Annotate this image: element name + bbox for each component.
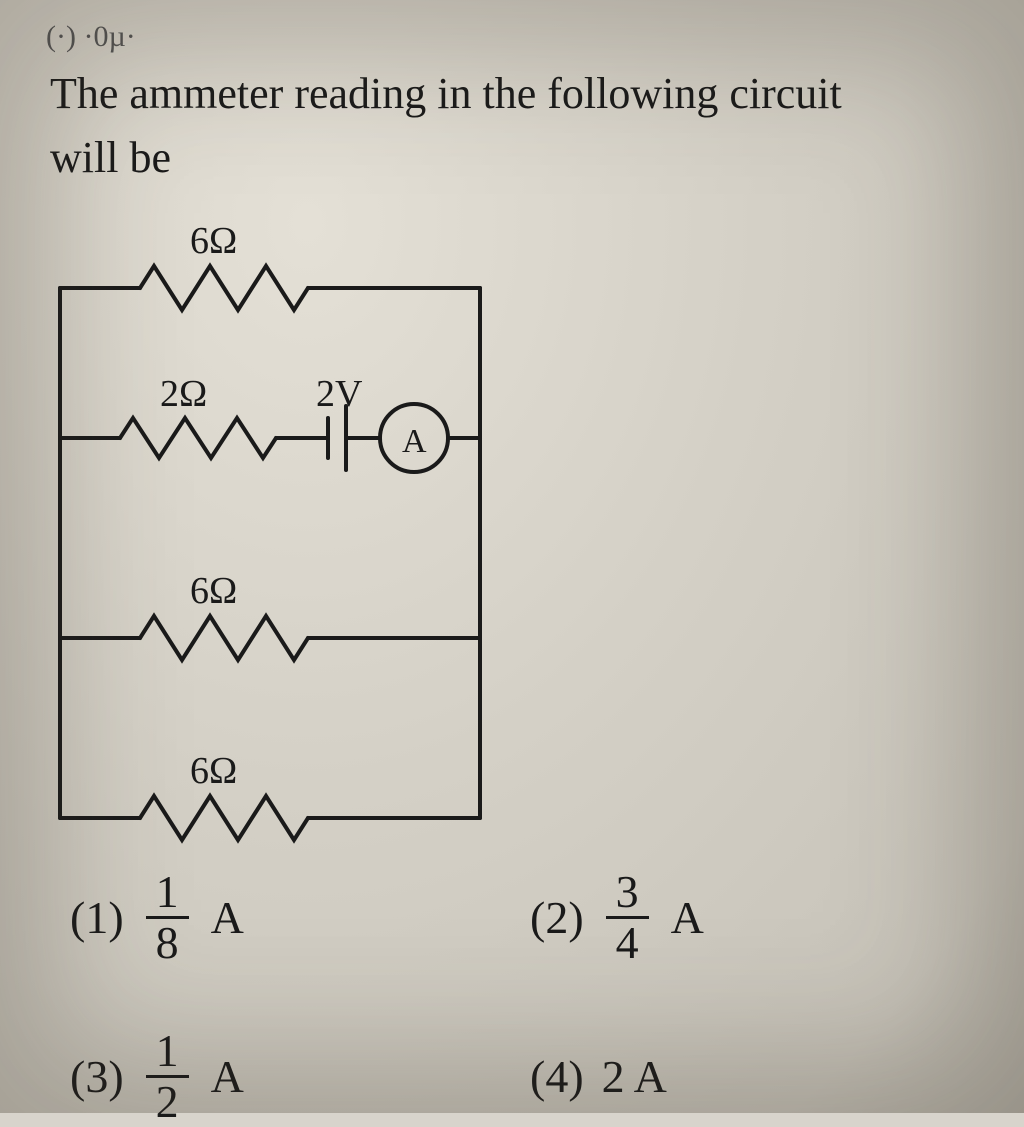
option-4-value: 2 A bbox=[602, 1050, 667, 1103]
option-3-number: (3) bbox=[70, 1050, 124, 1103]
resistor-label-mid6: 6Ω bbox=[190, 570, 237, 612]
battery-label: 2V bbox=[316, 373, 363, 415]
prev-question-fragment: (·) ·0µ· bbox=[46, 20, 984, 54]
option-2-number: (2) bbox=[530, 891, 584, 944]
resistor-label-2ohm: 2Ω bbox=[160, 373, 207, 415]
option-1-number: (1) bbox=[70, 891, 124, 944]
option-3-unit: A bbox=[211, 1050, 244, 1103]
question-line-1: The ammeter reading in the following cir… bbox=[50, 69, 842, 118]
question-text: The ammeter reading in the following cir… bbox=[50, 62, 974, 190]
resistor-label-bottom: 6Ω bbox=[190, 750, 237, 792]
resistor-label-top: 6Ω bbox=[190, 220, 237, 262]
option-3: (3) 1 2 A bbox=[70, 1027, 490, 1127]
option-2-fraction: 3 4 bbox=[606, 868, 649, 968]
option-2-unit: A bbox=[671, 891, 704, 944]
circuit-diagram: 6Ω 2Ω 2V A 6Ω 6Ω bbox=[40, 208, 500, 848]
option-4: (4) 2 A bbox=[530, 1027, 950, 1127]
option-4-number: (4) bbox=[530, 1050, 584, 1103]
option-1-unit: A bbox=[211, 891, 244, 944]
option-2: (2) 3 4 A bbox=[530, 868, 950, 968]
answer-options: (1) 1 8 A (2) 3 4 A (3) 1 2 A (4) 2 bbox=[70, 868, 950, 1127]
ammeter-label: A bbox=[402, 423, 427, 460]
option-1-fraction: 1 8 bbox=[146, 868, 189, 968]
question-line-2: will be bbox=[50, 133, 171, 182]
option-1: (1) 1 8 A bbox=[70, 868, 490, 968]
option-3-fraction: 1 2 bbox=[146, 1027, 189, 1127]
